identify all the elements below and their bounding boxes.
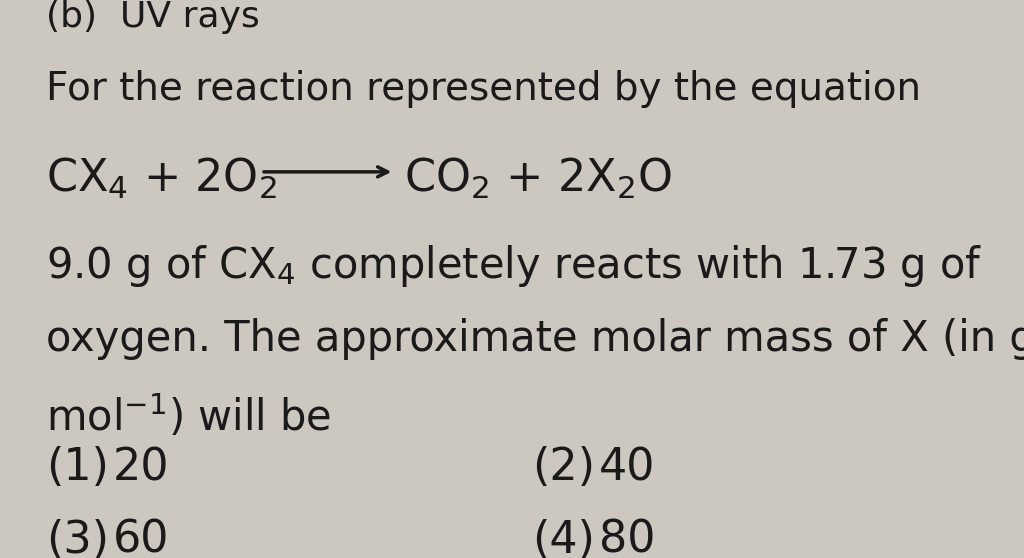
Text: CO$_2$ + 2X$_2$O: CO$_2$ + 2X$_2$O [404,156,673,201]
Text: 60: 60 [113,519,169,558]
Text: (3): (3) [46,519,110,558]
Text: mol$^{-1}$) will be: mol$^{-1}$) will be [46,393,332,440]
Text: For the reaction represented by the equation: For the reaction represented by the equa… [46,70,921,108]
Text: (b)  UV rays: (b) UV rays [46,0,260,34]
Text: 9.0 g of CX$_4$ completely reacts with 1.73 g of: 9.0 g of CX$_4$ completely reacts with 1… [46,243,982,288]
Text: CX$_4$ + 2O$_2$: CX$_4$ + 2O$_2$ [46,156,278,201]
Text: 40: 40 [599,446,655,489]
Text: 20: 20 [113,446,169,489]
Text: (2): (2) [532,446,596,489]
Text: 80: 80 [599,519,655,558]
Text: (1): (1) [46,446,109,489]
Text: (4): (4) [532,519,595,558]
Text: oxygen. The approximate molar mass of X (in g: oxygen. The approximate molar mass of X … [46,318,1024,360]
